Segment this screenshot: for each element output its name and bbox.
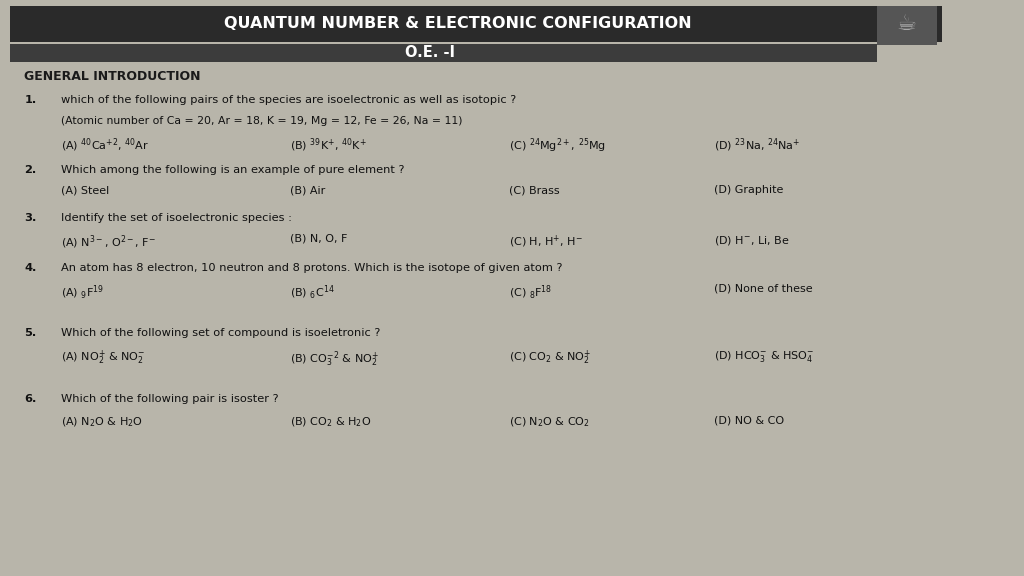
Text: An atom has 8 electron, 10 neutron and 8 protons. Which is the isotope of given : An atom has 8 electron, 10 neutron and 8… xyxy=(61,263,563,273)
Text: (A) N$_2$O & H$_2$O: (A) N$_2$O & H$_2$O xyxy=(61,415,143,429)
Text: (A) N$^{3-}$, O$^{2-}$, F$^{-}$: (A) N$^{3-}$, O$^{2-}$, F$^{-}$ xyxy=(61,234,157,251)
Text: (Atomic number of Ca = 20, Ar = 18, K = 19, Mg = 12, Fe = 26, Na = 11): (Atomic number of Ca = 20, Ar = 18, K = … xyxy=(61,116,463,126)
Text: (D) $^{23}$Na, $^{24}$Na$^{+}$: (D) $^{23}$Na, $^{24}$Na$^{+}$ xyxy=(714,137,801,154)
Text: (B) CO$_2$ & H$_2$O: (B) CO$_2$ & H$_2$O xyxy=(290,415,371,429)
Text: (A) $_{9}$F$^{19}$: (A) $_{9}$F$^{19}$ xyxy=(61,283,104,302)
Text: (B) $_{6}$C$^{14}$: (B) $_{6}$C$^{14}$ xyxy=(290,283,335,302)
Text: (C) CO$_2$ & NO$_2^{+}$: (C) CO$_2$ & NO$_2^{+}$ xyxy=(509,349,591,367)
Text: Which of the following pair is isoster ?: Which of the following pair is isoster ? xyxy=(61,394,280,404)
FancyBboxPatch shape xyxy=(10,44,877,62)
Text: QUANTUM NUMBER & ELECTRONIC CONFIGURATION: QUANTUM NUMBER & ELECTRONIC CONFIGURATIO… xyxy=(223,16,691,31)
Text: (C) $_{8}$F$^{18}$: (C) $_{8}$F$^{18}$ xyxy=(509,283,552,302)
FancyBboxPatch shape xyxy=(877,6,937,46)
Text: 3.: 3. xyxy=(25,214,37,223)
Text: 1.: 1. xyxy=(25,95,37,105)
Text: O.E. -I: O.E. -I xyxy=(404,46,455,60)
Text: (D) NO & CO: (D) NO & CO xyxy=(714,415,784,426)
Text: (B) $^{39}$K$^{+}$, $^{40}$K$^{+}$: (B) $^{39}$K$^{+}$, $^{40}$K$^{+}$ xyxy=(290,137,367,154)
Text: (C) Brass: (C) Brass xyxy=(509,185,559,195)
Text: (D) None of these: (D) None of these xyxy=(714,283,812,294)
Text: (A) $^{40}$Ca$^{+2}$, $^{40}$Ar: (A) $^{40}$Ca$^{+2}$, $^{40}$Ar xyxy=(61,137,150,154)
Text: (B) Air: (B) Air xyxy=(290,185,325,195)
Text: (D) H$^{-}$, Li, Be: (D) H$^{-}$, Li, Be xyxy=(714,234,790,247)
Text: 5.: 5. xyxy=(25,328,37,338)
Text: (A) NO$_2^{+}$ & NO$_2^{-}$: (A) NO$_2^{+}$ & NO$_2^{-}$ xyxy=(61,349,145,367)
Text: GENERAL INTRODUCTION: GENERAL INTRODUCTION xyxy=(25,70,201,83)
Text: 4.: 4. xyxy=(25,263,37,273)
Text: (B) N, O, F: (B) N, O, F xyxy=(290,234,347,244)
Text: (D) Graphite: (D) Graphite xyxy=(714,185,783,195)
Text: Which of the following set of compound is isoeletronic ?: Which of the following set of compound i… xyxy=(61,328,381,338)
Text: (C) N$_2$O & CO$_2$: (C) N$_2$O & CO$_2$ xyxy=(509,415,590,429)
Text: ☕: ☕ xyxy=(897,14,916,34)
Text: (A) Steel: (A) Steel xyxy=(61,185,110,195)
Text: Which among the following is an example of pure element ?: Which among the following is an example … xyxy=(61,165,404,175)
Text: (D) HCO$_3^{-}$ & HSO$_4^{-}$: (D) HCO$_3^{-}$ & HSO$_4^{-}$ xyxy=(714,349,814,364)
Text: (C) $^{24}$Mg$^{2+}$, $^{25}$Mg: (C) $^{24}$Mg$^{2+}$, $^{25}$Mg xyxy=(509,137,606,156)
FancyBboxPatch shape xyxy=(10,6,942,43)
Text: 6.: 6. xyxy=(25,394,37,404)
Text: which of the following pairs of the species are isoelectronic as well as isotopi: which of the following pairs of the spec… xyxy=(61,95,517,105)
Text: Identify the set of isoelectronic species :: Identify the set of isoelectronic specie… xyxy=(61,214,293,223)
Text: (C) H, H$^{+}$, H$^{-}$: (C) H, H$^{+}$, H$^{-}$ xyxy=(509,234,583,250)
Text: (B) CO$_3^{-2}$ & NO$_2^{+}$: (B) CO$_3^{-2}$ & NO$_2^{+}$ xyxy=(290,349,379,369)
Text: 2.: 2. xyxy=(25,165,37,175)
